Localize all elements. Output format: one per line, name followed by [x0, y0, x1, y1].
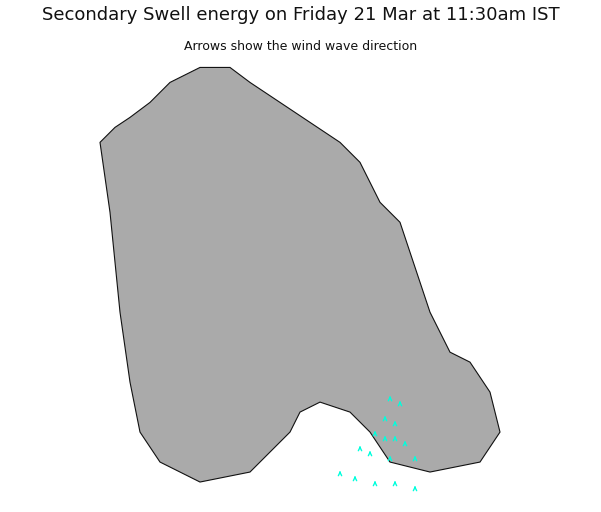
Polygon shape [100, 68, 500, 482]
Text: Arrows show the wind wave direction: Arrows show the wind wave direction [184, 39, 417, 53]
Text: Secondary Swell energy on Friday 21 Mar at 11:30am IST: Secondary Swell energy on Friday 21 Mar … [41, 6, 560, 25]
